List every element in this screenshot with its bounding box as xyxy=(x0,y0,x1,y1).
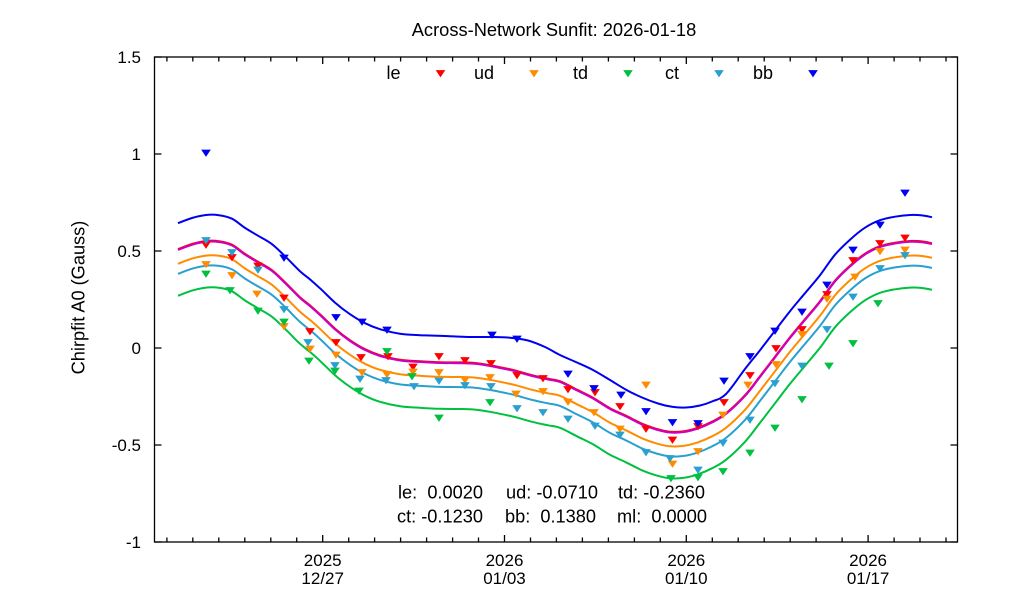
svg-text:td: td xyxy=(573,63,588,83)
svg-text:1: 1 xyxy=(132,145,141,164)
svg-text:bb: 0.1380: bb: 0.1380 xyxy=(505,507,596,527)
svg-text:01/10: 01/10 xyxy=(665,569,708,588)
svg-text:ud: ud xyxy=(474,63,494,83)
svg-text:01/03: 01/03 xyxy=(483,569,526,588)
svg-text:0.5: 0.5 xyxy=(117,242,141,261)
svg-text:Chirpfit A0 (Gauss): Chirpfit A0 (Gauss) xyxy=(69,221,89,375)
svg-text:-0.5: -0.5 xyxy=(112,436,141,455)
svg-text:2026: 2026 xyxy=(667,551,705,570)
svg-text:ct: ct xyxy=(665,63,679,83)
svg-text:le: le xyxy=(386,63,400,83)
svg-text:td: -0.2360: td: -0.2360 xyxy=(618,483,705,503)
svg-text:1.5: 1.5 xyxy=(117,48,141,67)
svg-text:ct: -0.1230: ct: -0.1230 xyxy=(397,507,483,527)
svg-text:2026: 2026 xyxy=(849,551,887,570)
svg-text:bb: bb xyxy=(753,63,773,83)
svg-text:Across-Network Sunfit: 2026-01: Across-Network Sunfit: 2026-01-18 xyxy=(412,19,697,40)
svg-text:12/27: 12/27 xyxy=(301,569,344,588)
svg-text:-1: -1 xyxy=(126,533,141,552)
svg-text:le: 0.0020: le: 0.0020 xyxy=(398,483,483,503)
svg-text:0: 0 xyxy=(132,339,141,358)
svg-text:ml: 0.0000: ml: 0.0000 xyxy=(617,507,707,527)
svg-text:2025: 2025 xyxy=(304,551,342,570)
svg-text:ud: -0.0710: ud: -0.0710 xyxy=(506,483,598,503)
svg-text:01/17: 01/17 xyxy=(847,569,890,588)
svg-text:2026: 2026 xyxy=(486,551,524,570)
